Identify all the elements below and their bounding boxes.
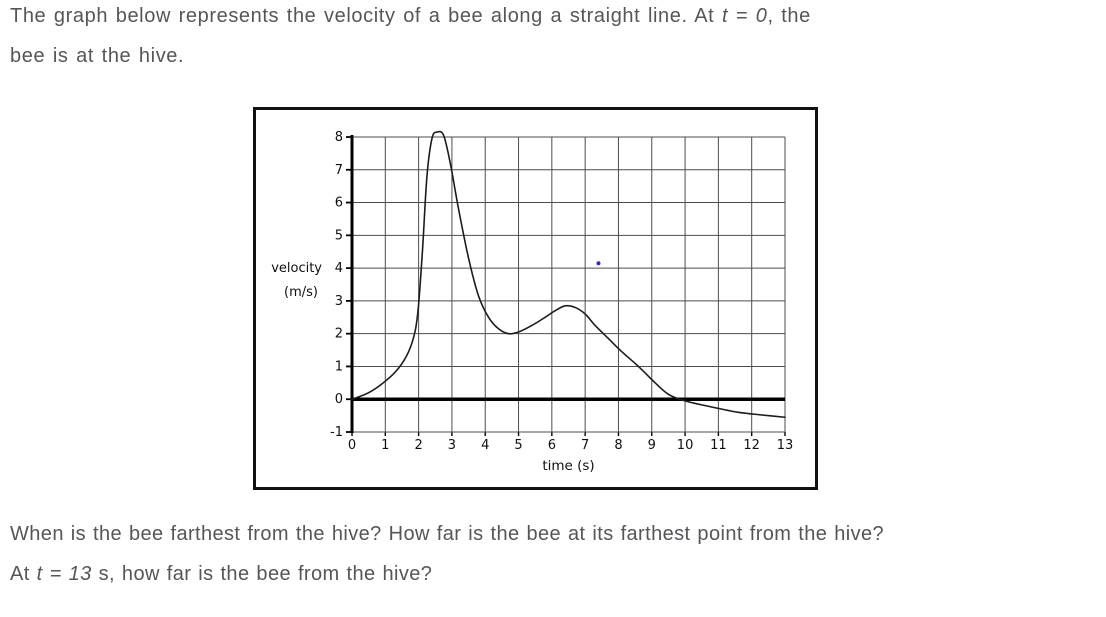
stray-dot [596, 261, 601, 266]
x-tick-label: 2 [414, 438, 422, 453]
question-2-pre: At [10, 563, 37, 585]
problem-intro: The graph below represents the velocity … [10, 0, 811, 76]
x-tick-label: 5 [514, 438, 522, 453]
x-tick-label: 8 [614, 438, 622, 453]
y-tick-label: 8 [335, 130, 343, 145]
x-tick-label: 11 [710, 438, 727, 453]
y-tick-label: 3 [335, 294, 343, 309]
y-axis-label-line2: (m/s) [284, 285, 318, 300]
x-tick-label: 7 [581, 438, 589, 453]
y-tick-label: 5 [335, 228, 343, 243]
x-tick-label: 9 [648, 438, 656, 453]
y-axis-label-line1: velocity [271, 261, 322, 276]
x-tick-label: 10 [677, 438, 694, 453]
question-2-italic-t13: t = 13 [36, 563, 92, 585]
velocity-chart-svg: 0 1 2 3 4 5 6 7 8 9 10 11 12 13876543210-1velocity(m/… [271, 130, 794, 474]
velocity-curve [351, 130, 786, 419]
y-tick-label: 4 [335, 261, 343, 276]
problem-questions: When is the bee farthest from the hive? … [10, 514, 884, 594]
y-tick-label: 2 [335, 327, 343, 342]
x-tick-label: 1 [381, 438, 389, 453]
y-tick-label: -1 [330, 425, 343, 440]
intro-text-2: , the [767, 5, 811, 27]
y-tick-label: 7 [335, 163, 343, 178]
x-tick-label: 4 [481, 438, 489, 453]
x-tick-label: 0 [348, 438, 356, 453]
x-tick-label: 6 [548, 438, 556, 453]
intro-text-1: The graph below represents the velocity … [10, 5, 722, 27]
y-tick-label: 6 [335, 196, 343, 211]
y-tick-label: 1 [335, 359, 343, 374]
intro-text-3: bee is at the hive. [10, 45, 185, 67]
x-tick-label: 13 [777, 438, 794, 453]
intro-italic-t0: t = 0 [721, 5, 768, 27]
x-tick-label: 12 [743, 438, 760, 453]
x-axis-label: time (s) [542, 458, 594, 474]
question-2-post: s, how far is the bee from the hive? [91, 563, 433, 585]
velocity-time-graph: 0 1 2 3 4 5 6 7 8 9 10 11 12 13 8 7 6 5 4 3 2 1 0 -1 velocity (m/… [253, 107, 818, 490]
question-1: When is the bee farthest from the hive? … [10, 523, 885, 545]
y-tick-label: 0 [335, 392, 343, 407]
x-tick-label: 3 [448, 438, 456, 453]
